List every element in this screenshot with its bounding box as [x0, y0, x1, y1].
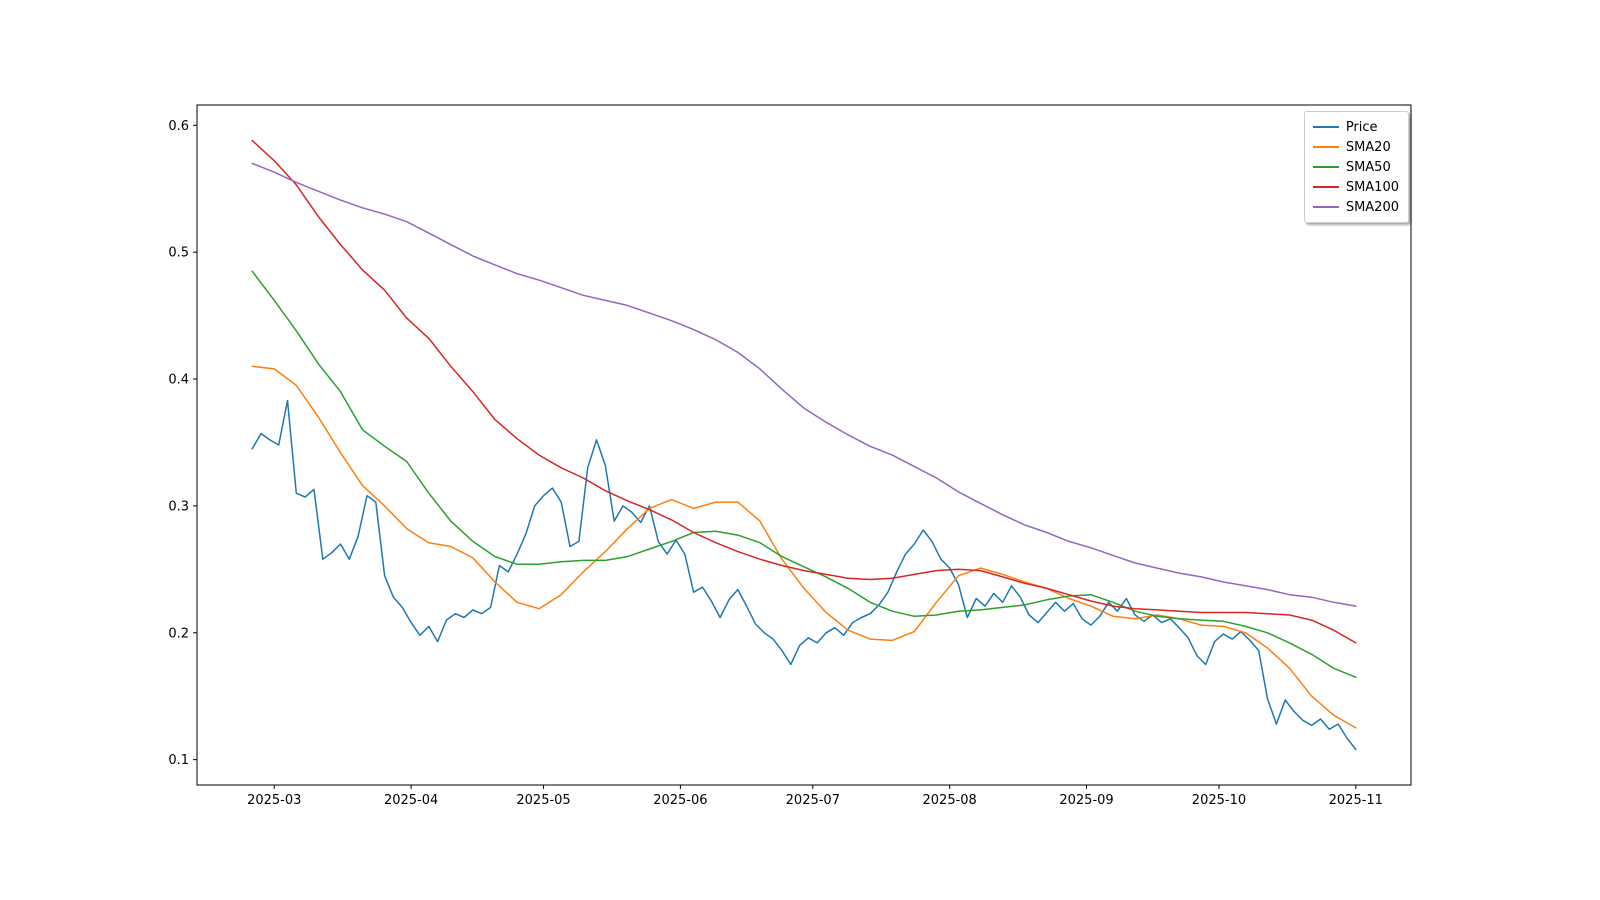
x-tick-label: 2025-07 [786, 793, 840, 808]
legend-label-sma20: SMA20 [1345, 139, 1391, 155]
legend-label-sma50: SMA50 [1345, 159, 1391, 175]
legend-label-sma200: SMA200 [1345, 199, 1399, 215]
y-tick-label: 0.1 [168, 753, 189, 768]
x-tick-label: 2025-04 [384, 793, 438, 808]
y-tick-label: 0.5 [168, 246, 189, 261]
x-tick-label: 2025-03 [247, 793, 301, 808]
x-tick-label: 2025-05 [516, 793, 570, 808]
legend-swatch-sma50 [1312, 166, 1339, 168]
x-tick-label: 2025-08 [923, 793, 977, 808]
legend-label-sma100: SMA100 [1345, 179, 1399, 195]
legend-item-sma200: SMA200 [1312, 197, 1399, 217]
legend-swatch-sma200 [1312, 206, 1339, 208]
x-tick-label: 2025-10 [1192, 793, 1246, 808]
legend-swatch-sma100 [1312, 186, 1339, 188]
axes-border [196, 104, 1412, 786]
legend-item-sma20: SMA20 [1312, 137, 1399, 157]
y-tick-label: 0.3 [168, 499, 189, 514]
x-tick-label: 2025-11 [1329, 793, 1383, 808]
sma50-line [251, 270, 1357, 678]
sma100-line [251, 139, 1357, 644]
legend: Price SMA20 SMA50 SMA100 SMA200 [1303, 111, 1409, 223]
y-tick-label: 0.6 [168, 119, 189, 134]
y-tick-label: 0.4 [168, 373, 189, 388]
x-tick-label: 2025-09 [1059, 793, 1113, 808]
legend-swatch-price [1312, 126, 1339, 128]
y-tick-label: 0.2 [168, 626, 189, 641]
sma200-line [251, 162, 1357, 607]
sma20-line [251, 365, 1357, 729]
legend-item-price: Price [1312, 117, 1399, 137]
legend-item-sma50: SMA50 [1312, 157, 1399, 177]
legend-item-sma100: SMA100 [1312, 177, 1399, 197]
legend-label-price: Price [1345, 119, 1378, 135]
x-tick-label: 2025-06 [653, 793, 707, 808]
legend-swatch-sma20 [1312, 146, 1339, 148]
price-line [251, 399, 1357, 751]
